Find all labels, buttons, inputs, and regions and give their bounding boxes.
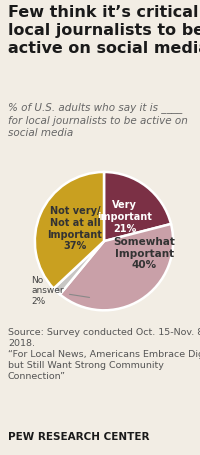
Wedge shape xyxy=(60,224,173,310)
Wedge shape xyxy=(54,241,104,294)
Text: Not very/
Not at all
Important
37%: Not very/ Not at all Important 37% xyxy=(48,206,102,251)
Text: No
answer
2%: No answer 2% xyxy=(31,276,90,306)
Text: % of U.S. adults who say it is ____
for local journalists to be active on
social: % of U.S. adults who say it is ____ for … xyxy=(8,102,188,138)
Text: PEW RESEARCH CENTER: PEW RESEARCH CENTER xyxy=(8,432,150,442)
Text: Source: Survey conducted Oct. 15-Nov. 8,
2018.
“For Local News, Americans Embrac: Source: Survey conducted Oct. 15-Nov. 8,… xyxy=(8,328,200,381)
Wedge shape xyxy=(104,172,171,241)
Text: Somewhat
Important
40%: Somewhat Important 40% xyxy=(113,237,175,270)
Wedge shape xyxy=(35,172,104,288)
Text: Few think it’s critical for
local journalists to be
active on social media: Few think it’s critical for local journa… xyxy=(8,5,200,56)
Text: Very
important
21%: Very important 21% xyxy=(97,200,152,233)
